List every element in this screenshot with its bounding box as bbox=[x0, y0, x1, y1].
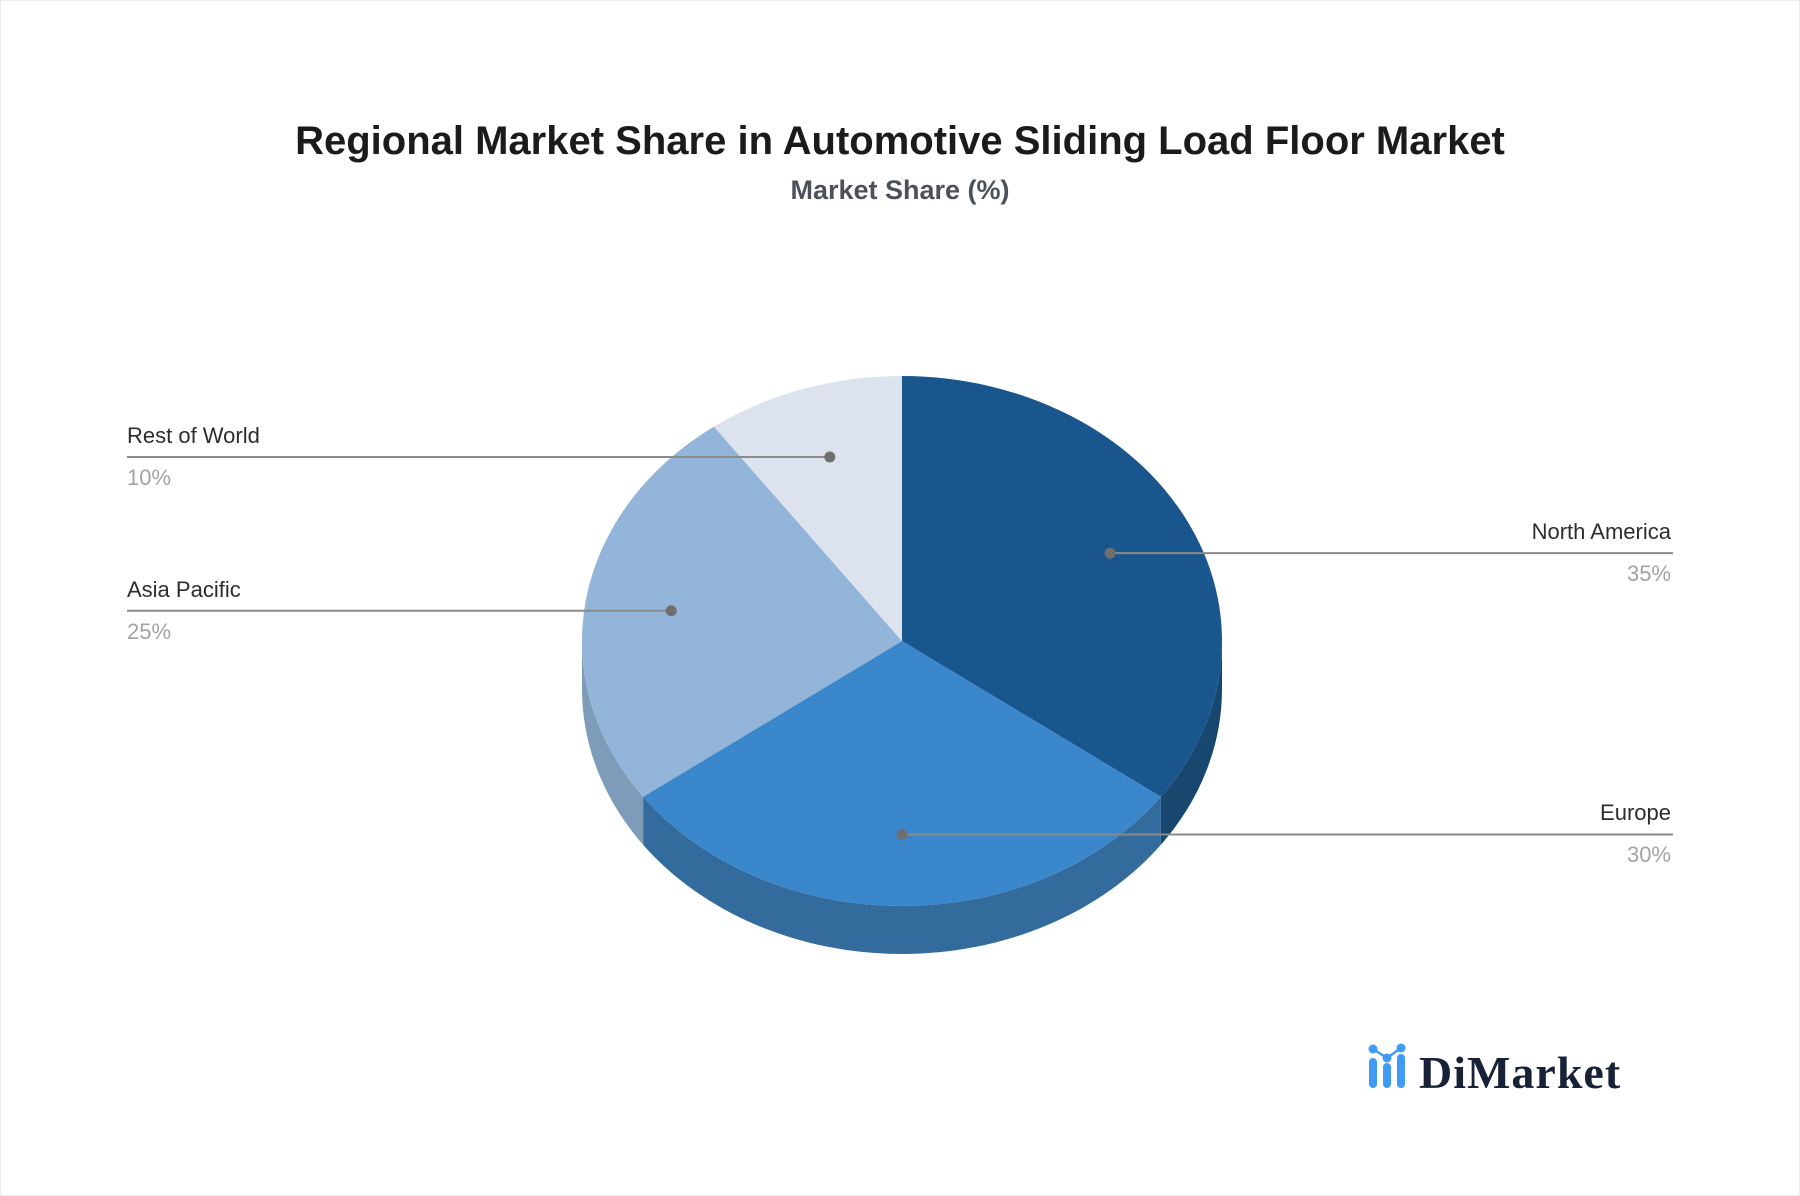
callout-dot-europe bbox=[896, 828, 908, 840]
pie-slice-asia-pacific[interactable] bbox=[582, 426, 902, 797]
pie-slice-side-north-america bbox=[1160, 641, 1222, 845]
chart-subtitle: Market Share (%) bbox=[790, 175, 1010, 205]
callout-dot-rest-of-world bbox=[824, 451, 836, 463]
pie-slice-rest-of-world[interactable] bbox=[713, 376, 902, 641]
pie-slice-side-asia-pacific bbox=[582, 641, 644, 845]
callout-dot-north-america bbox=[1104, 547, 1116, 559]
callout-dot-asia-pacific bbox=[665, 605, 677, 617]
dimarket-logo: DiMarket bbox=[1367, 1041, 1621, 1096]
pie-slice-side-europe bbox=[643, 796, 1161, 954]
pie-slice-europe[interactable] bbox=[643, 641, 1161, 906]
pie-slice-north-america[interactable] bbox=[902, 376, 1222, 797]
logo-text: DiMarket bbox=[1419, 1047, 1622, 1098]
bar-line-chart-icon bbox=[1368, 1043, 1406, 1088]
chart-title: Regional Market Share in Automotive Slid… bbox=[295, 119, 1505, 163]
